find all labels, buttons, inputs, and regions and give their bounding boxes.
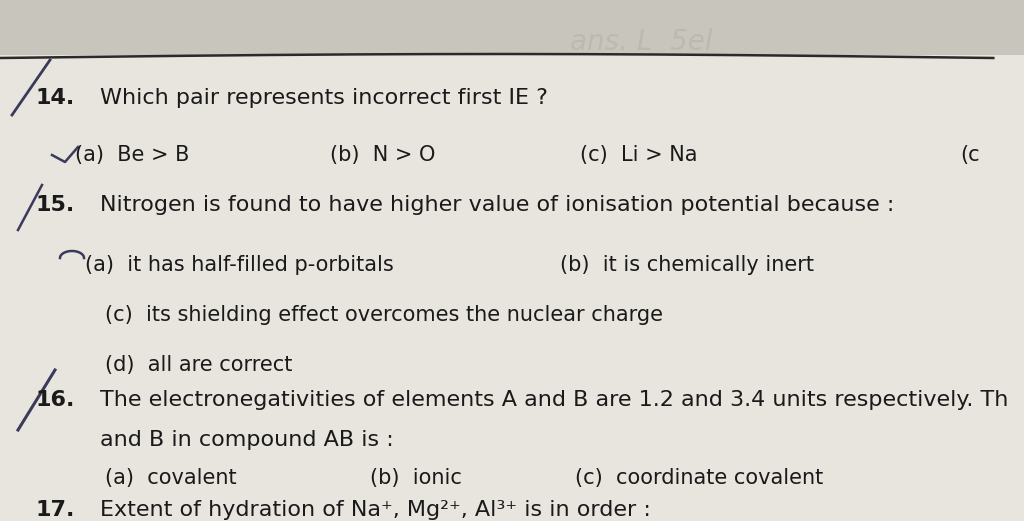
Text: (a)  it has half-filled p-orbitals: (a) it has half-filled p-orbitals (85, 255, 394, 275)
Text: (c)  coordinate covalent: (c) coordinate covalent (575, 468, 823, 488)
Text: ans. L  5el: ans. L 5el (570, 28, 713, 56)
Text: (b)  it is chemically inert: (b) it is chemically inert (560, 255, 814, 275)
Bar (0, 0, 1024, 55)
Text: Which pair represents incorrect first IE ?: Which pair represents incorrect first IE… (100, 88, 548, 108)
Text: 16.: 16. (35, 390, 75, 410)
Text: Nitrogen is found to have higher value of ionisation potential because :: Nitrogen is found to have higher value o… (100, 195, 894, 215)
Text: (c)  its shielding effect overcomes the nuclear charge: (c) its shielding effect overcomes the n… (105, 305, 663, 325)
Text: (c: (c (961, 145, 980, 165)
Text: (d)  all are correct: (d) all are correct (105, 355, 293, 375)
Text: 14.: 14. (35, 88, 75, 108)
Text: (b)  N > O: (b) N > O (330, 145, 435, 165)
Text: (b)  ionic: (b) ionic (370, 468, 462, 488)
Text: and B in compound AB is :: and B in compound AB is : (100, 430, 394, 450)
Text: (c)  Li > Na: (c) Li > Na (580, 145, 697, 165)
Text: The electronegativities of elements A and B are 1.2 and 3.4 units respectively. : The electronegativities of elements A an… (100, 390, 1009, 410)
Text: (a)  covalent: (a) covalent (105, 468, 237, 488)
Text: Extent of hydration of Na⁺, Mg²⁺, Al³⁺ is in order :: Extent of hydration of Na⁺, Mg²⁺, Al³⁺ i… (100, 500, 651, 520)
Text: (a)  Be > B: (a) Be > B (75, 145, 189, 165)
Text: 15.: 15. (35, 195, 75, 215)
Text: 17.: 17. (35, 500, 75, 520)
